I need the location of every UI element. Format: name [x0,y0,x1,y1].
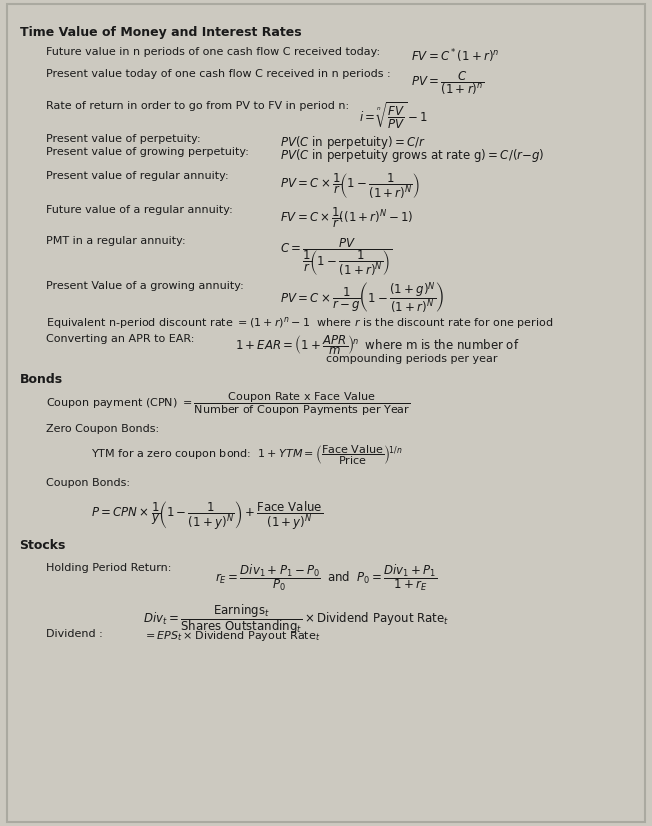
Text: Coupon Bonds:: Coupon Bonds: [46,478,130,488]
Text: Holding Period Return:: Holding Period Return: [46,563,171,572]
Text: Present value of perpetuity:: Present value of perpetuity: [46,134,200,144]
FancyBboxPatch shape [7,4,645,822]
Text: $PV = C \times \dfrac{1}{r-g}\!\left(1 - \dfrac{(1+g)^N}{(1+r)^N}\right)$: $PV = C \times \dfrac{1}{r-g}\!\left(1 -… [280,281,445,316]
Text: Dividend :: Dividend : [46,629,102,639]
Text: Bonds: Bonds [20,373,63,386]
Text: $PV(C \mathrm{\ in\ perpetuity}) = C/r$: $PV(C \mathrm{\ in\ perpetuity}) = C/r$ [280,134,426,151]
Text: Present value today of one cash flow C received in n periods :: Present value today of one cash flow C r… [46,69,391,79]
Text: Stocks: Stocks [20,539,66,553]
Text: Zero Coupon Bonds:: Zero Coupon Bonds: [46,424,159,434]
Text: compounding periods per year: compounding periods per year [326,354,497,363]
Text: $= EPS_t \times \mathrm{Dividend\ Payout\ Rate}_t$: $= EPS_t \times \mathrm{Dividend\ Payout… [143,629,321,643]
Text: $FV = C \times \dfrac{1}{r}\!\left((1+r)^N - 1\right)$: $FV = C \times \dfrac{1}{r}\!\left((1+r)… [280,205,414,230]
Text: Future value in n periods of one cash flow C received today:: Future value in n periods of one cash fl… [46,47,379,57]
Text: Converting an APR to EAR:: Converting an APR to EAR: [46,334,194,344]
Text: $r_E = \dfrac{Div_1 + P_1 - P_0}{P_0}\;$ and $\;P_0 = \dfrac{Div_1 + P_1}{1+r_E}: $r_E = \dfrac{Div_1 + P_1 - P_0}{P_0}\;$… [215,563,437,593]
Text: $i = \sqrt[n]{\dfrac{FV}{PV}} - 1$: $i = \sqrt[n]{\dfrac{FV}{PV}} - 1$ [359,101,428,131]
Text: Present Value of a growing annuity:: Present Value of a growing annuity: [46,281,243,291]
Text: Equivalent n-period discount rate $= (1+r)^n - 1$  where $r$ is the discount rat: Equivalent n-period discount rate $= (1+… [46,315,553,330]
Text: Present value of growing perpetuity:: Present value of growing perpetuity: [46,147,248,157]
Text: $1+ EAR = \left(1 + \dfrac{APR}{m}\right)^{\!n}\;$ where m is the number of: $1+ EAR = \left(1 + \dfrac{APR}{m}\right… [235,334,519,358]
Text: $C = \dfrac{PV}{\dfrac{1}{r}\!\left(1 - \dfrac{1}{(1+r)^N}\right)}$: $C = \dfrac{PV}{\dfrac{1}{r}\!\left(1 - … [280,236,393,278]
Text: $Div_t = \dfrac{\mathrm{Earnings}_t}{\mathrm{Shares\ Outstanding}_t} \times \mat: $Div_t = \dfrac{\mathrm{Earnings}_t}{\ma… [143,602,450,636]
Text: Coupon payment (CPN) $= \dfrac{\mathrm{Coupon\ Rate\ x\ Face\ Value}}{\mathrm{Nu: Coupon payment (CPN) $= \dfrac{\mathrm{C… [46,391,410,418]
Text: Time Value of Money and Interest Rates: Time Value of Money and Interest Rates [20,26,301,40]
Text: Future value of a regular annuity:: Future value of a regular annuity: [46,205,232,215]
Text: $PV = C \times \dfrac{1}{r}\!\left(1 - \dfrac{1}{(1+r)^N}\right)$: $PV = C \times \dfrac{1}{r}\!\left(1 - \… [280,171,421,200]
Text: $FV = C^*(1+r)^n$: $FV = C^*(1+r)^n$ [411,47,499,64]
Text: PMT in a regular annuity:: PMT in a regular annuity: [46,236,185,246]
Text: $P = CPN \times \dfrac{1}{y}\!\left(1 - \dfrac{1}{(1+y)^N}\right) + \dfrac{\math: $P = CPN \times \dfrac{1}{y}\!\left(1 - … [91,499,323,531]
Text: Rate of return in order to go from PV to FV in period n:: Rate of return in order to go from PV to… [46,101,349,111]
Text: YTM for a zero coupon bond:  $1 + YTM = \left(\dfrac{\mathrm{Face\ Value}}{\math: YTM for a zero coupon bond: $1 + YTM = \… [91,444,403,467]
Text: $PV = \dfrac{C}{(1+r)^n}$: $PV = \dfrac{C}{(1+r)^n}$ [411,69,484,97]
Text: Present value of regular annuity:: Present value of regular annuity: [46,171,228,181]
Text: $PV(C \mathrm{\ in\ perpetuity\ grows\ at\ rate\ g}) = C/(r{-}g)$: $PV(C \mathrm{\ in\ perpetuity\ grows\ a… [280,147,545,164]
